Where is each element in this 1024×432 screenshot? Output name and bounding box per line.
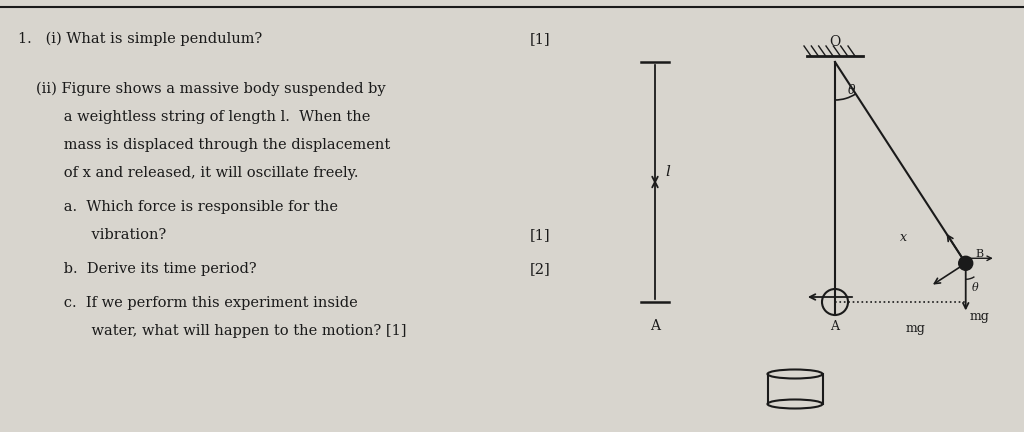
Text: A: A: [830, 320, 840, 333]
Text: A: A: [650, 319, 660, 333]
Text: l: l: [665, 165, 670, 179]
Text: x: x: [900, 231, 907, 244]
Text: [2]: [2]: [530, 262, 551, 276]
Text: b.  Derive its time period?: b. Derive its time period?: [36, 262, 257, 276]
Text: θ: θ: [848, 84, 855, 97]
Text: vibration?: vibration?: [36, 228, 166, 242]
Text: mg: mg: [970, 310, 989, 323]
Text: [1]: [1]: [530, 32, 551, 46]
Text: water, what will happen to the motion? [1]: water, what will happen to the motion? […: [36, 324, 407, 338]
Circle shape: [958, 256, 973, 270]
Text: a weightless string of length l.  When the: a weightless string of length l. When th…: [36, 110, 371, 124]
Text: mass is displaced through the displacement: mass is displaced through the displaceme…: [36, 138, 390, 152]
Text: O: O: [829, 35, 841, 49]
Text: (ii) Figure shows a massive body suspended by: (ii) Figure shows a massive body suspend…: [36, 82, 386, 96]
Text: c.  If we perform this experiment inside: c. If we perform this experiment inside: [36, 296, 357, 310]
Text: 1.   (i) What is simple pendulum?: 1. (i) What is simple pendulum?: [18, 32, 262, 46]
Text: [1]: [1]: [530, 228, 551, 242]
Text: mg: mg: [905, 322, 926, 335]
Text: θ: θ: [972, 283, 979, 293]
Text: B: B: [976, 249, 984, 259]
Text: of x and released, it will oscillate freely.: of x and released, it will oscillate fre…: [36, 166, 358, 180]
Text: a.  Which force is responsible for the: a. Which force is responsible for the: [36, 200, 338, 214]
